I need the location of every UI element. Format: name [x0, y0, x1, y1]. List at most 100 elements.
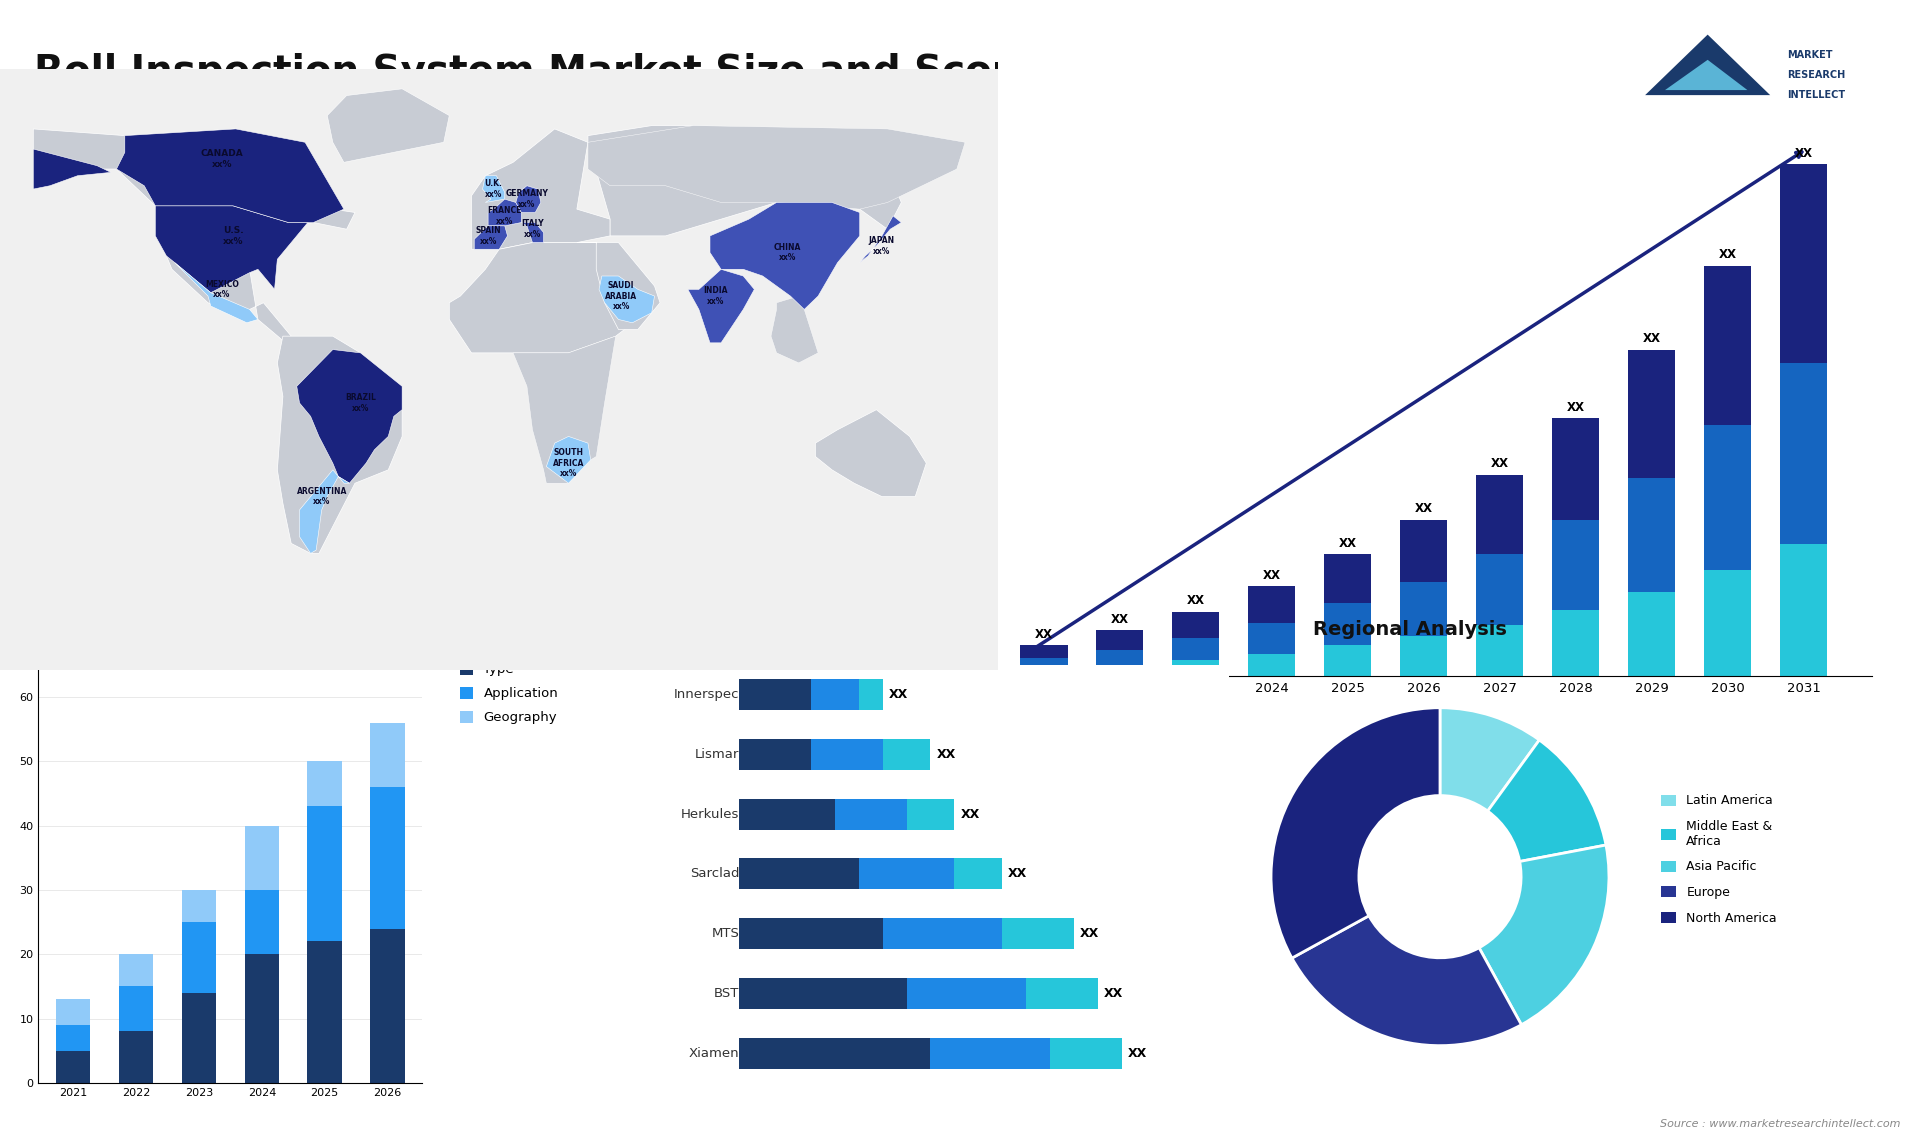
Text: CHINA
xx%: CHINA xx% — [774, 243, 801, 262]
Bar — [56, 1051, 90, 1083]
Polygon shape — [547, 437, 591, 484]
Polygon shape — [300, 470, 349, 554]
Text: U.K.
xx%: U.K. xx% — [484, 180, 503, 198]
Text: XX: XX — [1079, 927, 1098, 940]
Bar — [1780, 164, 1828, 363]
Bar — [954, 858, 1002, 889]
Text: XX: XX — [889, 688, 908, 701]
Text: Source : www.marketresearchintellect.com: Source : www.marketresearchintellect.com — [1661, 1120, 1901, 1129]
Polygon shape — [1665, 60, 1747, 91]
Bar — [1551, 418, 1599, 520]
Polygon shape — [156, 206, 313, 292]
Text: Xiamen: Xiamen — [689, 1046, 739, 1060]
Text: SAUDI
ARABIA
xx%: SAUDI ARABIA xx% — [605, 281, 637, 311]
Bar — [810, 739, 883, 770]
Polygon shape — [816, 409, 925, 496]
Polygon shape — [687, 269, 755, 343]
Bar — [1705, 571, 1751, 676]
Polygon shape — [474, 226, 507, 249]
Text: Lismar: Lismar — [695, 748, 739, 761]
Bar — [883, 739, 931, 770]
Bar — [1476, 474, 1523, 555]
Text: XX: XX — [1127, 1046, 1146, 1060]
Bar — [858, 680, 883, 711]
Bar — [739, 739, 810, 770]
Polygon shape — [449, 243, 637, 353]
Polygon shape — [298, 350, 401, 484]
Bar — [906, 799, 954, 830]
Text: XX: XX — [1112, 613, 1129, 626]
Polygon shape — [599, 276, 655, 323]
Text: XX: XX — [1567, 401, 1584, 414]
Bar — [1705, 266, 1751, 424]
Text: XX: XX — [1415, 502, 1432, 516]
Text: FRANCE
xx%: FRANCE xx% — [488, 206, 522, 226]
Polygon shape — [117, 128, 344, 222]
Legend: Type, Application, Geography: Type, Application, Geography — [459, 662, 559, 724]
Wedge shape — [1488, 740, 1605, 862]
Bar — [1248, 654, 1296, 676]
Bar — [1325, 645, 1371, 676]
Bar — [182, 992, 217, 1083]
Bar — [56, 999, 90, 1025]
Text: ARGENTINA
xx%: ARGENTINA xx% — [296, 487, 348, 507]
FancyBboxPatch shape — [0, 69, 998, 670]
Text: BST: BST — [714, 987, 739, 999]
Wedge shape — [1271, 708, 1440, 958]
Bar — [1020, 659, 1068, 669]
Bar — [739, 1037, 931, 1068]
Polygon shape — [588, 126, 966, 209]
Polygon shape — [33, 128, 355, 343]
Bar — [1050, 1037, 1121, 1068]
Text: XX: XX — [1187, 595, 1206, 607]
Text: XX: XX — [1104, 987, 1123, 999]
Bar — [1476, 625, 1523, 676]
Bar — [906, 978, 1025, 1008]
Bar — [307, 941, 342, 1083]
Polygon shape — [482, 175, 505, 203]
Bar — [1551, 520, 1599, 610]
Bar — [1780, 543, 1828, 676]
Text: Regional Analysis: Regional Analysis — [1313, 620, 1507, 639]
Wedge shape — [1478, 845, 1609, 1025]
Bar — [835, 799, 906, 830]
Bar — [182, 923, 217, 992]
Bar — [244, 890, 278, 955]
Text: SPAIN
xx%: SPAIN xx% — [476, 226, 501, 245]
Bar — [182, 890, 217, 923]
Bar — [1325, 603, 1371, 645]
Bar — [1476, 555, 1523, 625]
Bar — [371, 928, 405, 1083]
Text: Innerspec: Innerspec — [674, 688, 739, 701]
Polygon shape — [860, 215, 900, 262]
Text: BRAZIL
xx%: BRAZIL xx% — [346, 393, 376, 413]
Bar — [1096, 650, 1144, 666]
Wedge shape — [1292, 916, 1521, 1045]
Text: ITALY
xx%: ITALY xx% — [520, 220, 543, 238]
Bar — [810, 680, 858, 711]
Text: INDIA
xx%: INDIA xx% — [703, 286, 728, 306]
Text: XX: XX — [937, 748, 956, 761]
Bar — [244, 955, 278, 1083]
Text: CANADA
xx%: CANADA xx% — [200, 149, 244, 168]
Text: XX: XX — [1035, 628, 1052, 641]
Text: MARKET: MARKET — [1788, 49, 1834, 60]
Bar — [1400, 636, 1448, 676]
Text: Roll Inspection System Market Size and Scope: Roll Inspection System Market Size and S… — [35, 53, 1046, 91]
Bar — [1020, 645, 1068, 659]
Polygon shape — [472, 128, 611, 249]
Bar — [883, 918, 1002, 949]
Text: INTELLECT: INTELLECT — [1788, 91, 1845, 100]
Bar — [739, 978, 906, 1008]
Bar — [1780, 363, 1828, 543]
Bar — [1400, 520, 1448, 582]
Bar — [371, 723, 405, 787]
Text: XX: XX — [1718, 249, 1738, 261]
Bar — [307, 761, 342, 807]
Polygon shape — [1645, 34, 1770, 95]
Bar — [307, 807, 342, 941]
Bar — [1248, 623, 1296, 654]
Bar — [1002, 918, 1073, 949]
Bar — [1400, 582, 1448, 636]
Bar — [1628, 478, 1676, 592]
